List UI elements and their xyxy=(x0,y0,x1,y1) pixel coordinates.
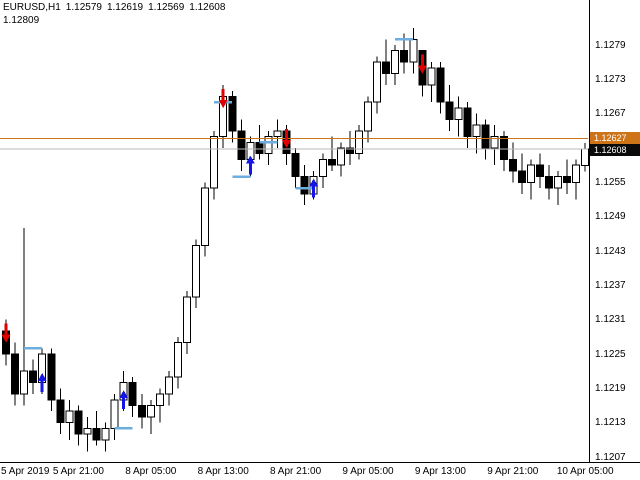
price-axis-label: 1.1255 xyxy=(595,176,626,188)
time-axis-label: 10 Apr 05:00 xyxy=(556,466,614,477)
time-axis-label: 8 Apr 21:00 xyxy=(270,466,322,477)
time-axis[interactable]: 5 Apr 2019 5 Apr 21:00 8 Apr 05:00 8 Apr 13… xyxy=(0,463,640,480)
price-axis-label: 1.1273 xyxy=(595,73,626,85)
time-axis-label: 9 Apr 13:00 xyxy=(414,466,466,477)
time-axis-label: 8 Apr 05:00 xyxy=(125,466,177,477)
price-axis-label: 1.1237 xyxy=(595,279,626,291)
price-axis-label: 1.1243 xyxy=(595,245,626,257)
price-axis-label: 1.1213 xyxy=(595,417,626,429)
time-axis-label: 9 Apr 05:00 xyxy=(342,466,394,477)
price-axis-label: 1.1219 xyxy=(595,382,626,394)
price-axis-label: 1.1267 xyxy=(595,108,626,120)
price-axis-label: 1.1279 xyxy=(595,39,626,51)
bid-price-tag: 1.12608 xyxy=(590,144,640,157)
price-axis[interactable]: 1.12791.12731.12671.12611.12551.12491.12… xyxy=(590,0,640,463)
price-axis-label: 1.1225 xyxy=(595,348,626,360)
time-axis-label: 5 Apr 21:00 xyxy=(52,466,104,477)
price-axis-label: 1.1231 xyxy=(595,314,626,326)
time-axis-label: 5 Apr 2019 xyxy=(1,466,50,477)
time-axis-label: 8 Apr 13:00 xyxy=(197,466,249,477)
price-axis-label: 1.1249 xyxy=(595,211,626,223)
time-axis-label: 9 Apr 21:00 xyxy=(487,466,539,477)
ask-price-tag: 1.12627 xyxy=(590,132,640,145)
price-axis-label: 1.1207 xyxy=(595,451,626,463)
